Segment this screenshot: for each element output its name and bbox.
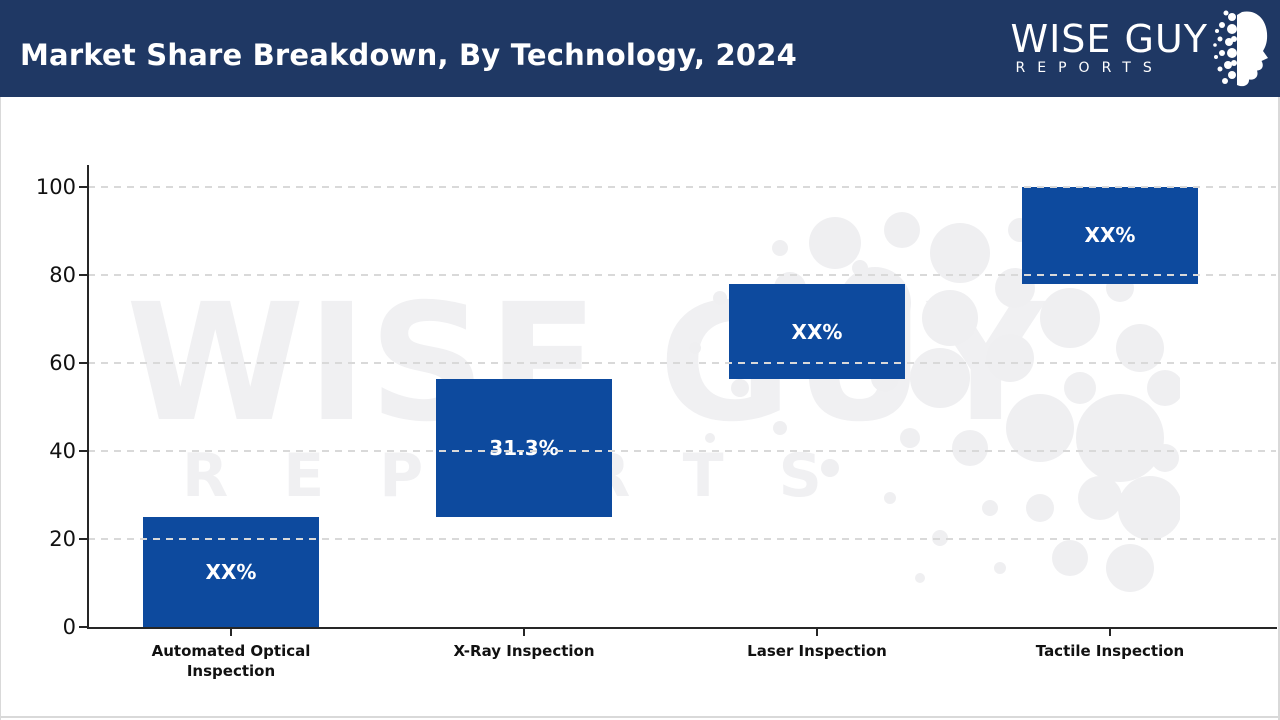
- head-profile-icon: [1213, 10, 1268, 87]
- x-tick-mark: [816, 629, 818, 636]
- x-tick-label: Tactile Inspection: [1035, 642, 1185, 660]
- y-tick-label: 0: [62, 615, 76, 639]
- bar: XX%: [729, 283, 905, 380]
- y-tick-mark: [79, 362, 88, 364]
- x-tick-mark: [523, 629, 525, 636]
- wise-guy-reports-logo: WISE GUY REPORTS: [1011, 4, 1268, 92]
- y-tick-label: 100: [35, 175, 76, 199]
- y-tick-label: 40: [49, 439, 76, 463]
- x-axis-line: [87, 627, 1277, 629]
- x-tick-label: Automated Optical Inspection: [151, 642, 311, 681]
- y-tick-mark: [79, 274, 88, 276]
- page-right-border: [1278, 97, 1280, 720]
- y-tick-label: 80: [49, 263, 76, 287]
- x-tick-mark: [1109, 629, 1111, 636]
- x-tick-mark: [230, 629, 232, 636]
- bar-value-label: 31.3%: [489, 436, 559, 461]
- bar: XX%: [143, 517, 319, 627]
- bar: XX%: [1022, 187, 1198, 284]
- logo-wordmark: WISE GUY REPORTS: [1010, 16, 1208, 77]
- x-tick-label: X-Ray Inspection: [453, 642, 595, 660]
- bottom-border: [0, 716, 1280, 718]
- x-tick-label: Laser Inspection: [747, 642, 887, 660]
- gridline: [88, 362, 1276, 364]
- bar-value-label: XX%: [791, 319, 843, 344]
- y-tick-mark: [79, 450, 88, 452]
- logo-wordmark-line2: REPORTS: [1015, 60, 1164, 77]
- gridline: [88, 186, 1276, 188]
- bar-value-label: XX%: [1084, 223, 1136, 248]
- logo-wordmark-line1: WISE GUY: [1010, 16, 1208, 61]
- gridline: [88, 538, 1276, 540]
- gridline: [88, 274, 1276, 276]
- y-tick-label: 20: [49, 527, 76, 551]
- page-left-border: [0, 97, 1, 720]
- gridline: [88, 450, 1276, 452]
- header-bar: Market Share Breakdown, By Technology, 2…: [0, 0, 1280, 97]
- y-tick-mark: [79, 538, 88, 540]
- bar-value-label: XX%: [205, 560, 257, 584]
- chart-title: Market Share Breakdown, By Technology, 2…: [20, 37, 798, 72]
- y-tick-mark: [79, 626, 88, 628]
- y-tick-mark: [79, 186, 88, 188]
- bar: 31.3%: [436, 379, 612, 517]
- y-tick-label: 60: [49, 351, 76, 375]
- y-axis-line: [87, 165, 89, 629]
